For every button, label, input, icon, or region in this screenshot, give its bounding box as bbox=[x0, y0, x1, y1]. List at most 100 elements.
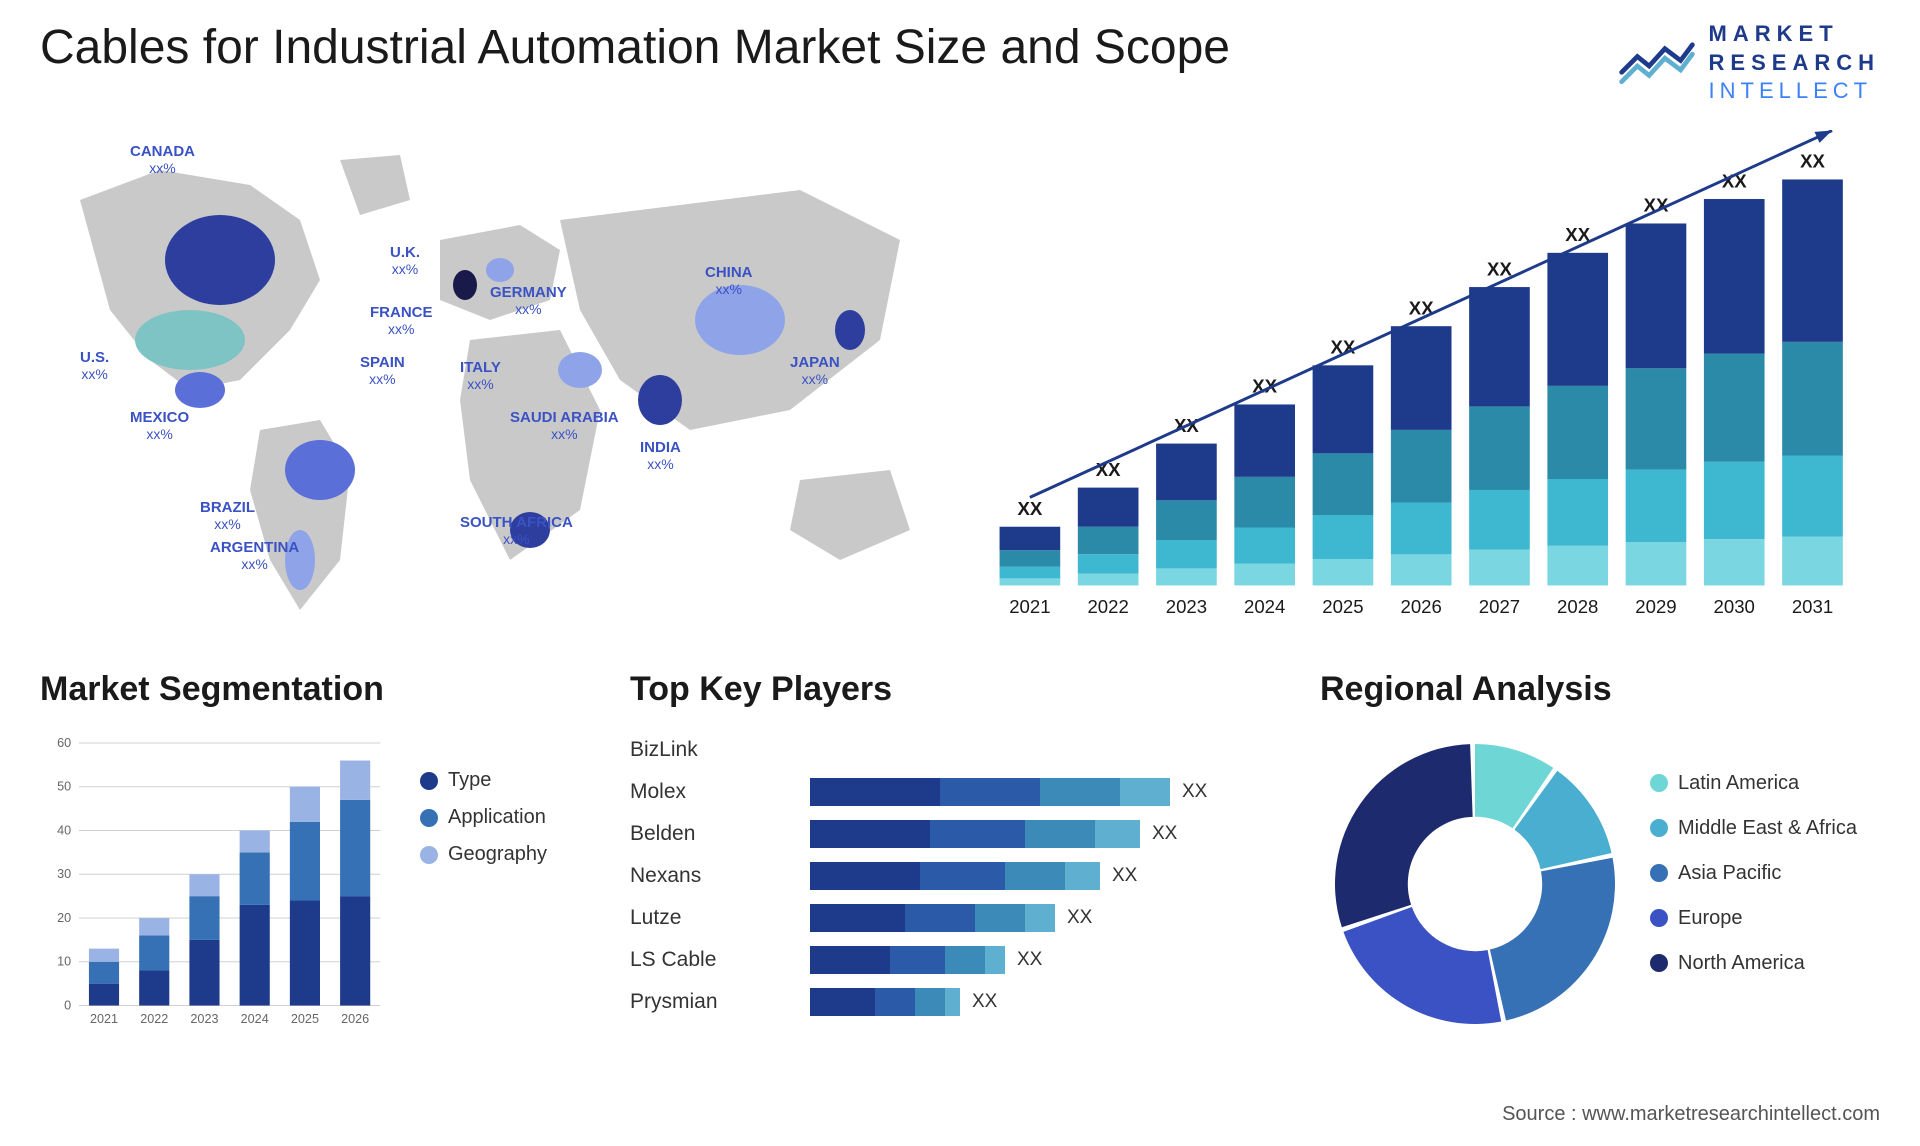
page-title: Cables for Industrial Automation Market … bbox=[40, 20, 1230, 75]
players-title: Top Key Players bbox=[630, 670, 1290, 709]
player-bar-segment bbox=[1025, 820, 1095, 848]
regional-panel: Regional Analysis Latin AmericaMiddle Ea… bbox=[1320, 670, 1880, 1039]
player-bar bbox=[810, 862, 1100, 890]
svg-text:2025: 2025 bbox=[291, 1012, 319, 1026]
player-bar bbox=[810, 820, 1140, 848]
map-label-u-s-: U.S.xx% bbox=[80, 350, 109, 382]
svg-text:2031: 2031 bbox=[1792, 596, 1833, 617]
player-bar-segment bbox=[875, 988, 915, 1016]
map-label-mexico: MEXICOxx% bbox=[130, 410, 189, 442]
svg-text:2024: 2024 bbox=[1244, 596, 1285, 617]
growth-chart-svg: XX2021XX2022XX2023XX2024XX2025XX2026XX20… bbox=[980, 130, 1880, 630]
legend-swatch-icon bbox=[1650, 864, 1668, 882]
regional-legend-item: Asia Pacific bbox=[1650, 862, 1880, 885]
brand-logo: MARKET RESEARCH INTELLECT bbox=[1617, 20, 1880, 106]
svg-text:XX: XX bbox=[1644, 195, 1669, 216]
map-label-italy: ITALYxx% bbox=[460, 360, 501, 392]
svg-text:10: 10 bbox=[57, 955, 71, 969]
legend-label: North America bbox=[1678, 952, 1805, 975]
logo-mark-icon bbox=[1617, 33, 1697, 93]
player-value: XX bbox=[1067, 907, 1092, 929]
player-bar-segment bbox=[810, 820, 930, 848]
logo-text: MARKET RESEARCH INTELLECT bbox=[1709, 20, 1880, 106]
svg-text:60: 60 bbox=[57, 736, 71, 750]
legend-label: Geography bbox=[448, 843, 547, 866]
player-bar-segment bbox=[920, 862, 1005, 890]
player-bar-segment bbox=[810, 988, 875, 1016]
player-bar-segment bbox=[810, 862, 920, 890]
player-bar-segment bbox=[940, 778, 1040, 806]
player-bar-segment bbox=[905, 904, 975, 932]
svg-text:30: 30 bbox=[57, 867, 71, 881]
svg-text:XX: XX bbox=[1800, 151, 1825, 172]
player-bar-segment bbox=[945, 946, 985, 974]
map-label-canada: CANADAxx% bbox=[130, 144, 195, 176]
svg-text:2025: 2025 bbox=[1322, 596, 1363, 617]
player-bar-segment bbox=[1025, 904, 1055, 932]
player-bar-segment bbox=[810, 946, 890, 974]
map-label-japan: JAPANxx% bbox=[790, 355, 840, 387]
player-name: Lutze bbox=[630, 897, 790, 939]
bottom-row: Market Segmentation 01020304050602021202… bbox=[40, 670, 1880, 1039]
player-bar bbox=[810, 988, 960, 1016]
logo-line1: MARKET bbox=[1709, 20, 1880, 49]
segmentation-chart: 0102030405060202120222023202420252026 bbox=[40, 729, 390, 1039]
player-bar-row: XX bbox=[810, 897, 1290, 939]
player-bar bbox=[810, 904, 1055, 932]
svg-text:2024: 2024 bbox=[241, 1012, 269, 1026]
legend-swatch-icon bbox=[420, 809, 438, 827]
svg-text:2021: 2021 bbox=[90, 1012, 118, 1026]
player-bar-segment bbox=[810, 904, 905, 932]
segmentation-legend-item: Geography bbox=[420, 843, 600, 866]
player-bar-segment bbox=[890, 946, 945, 974]
svg-text:2023: 2023 bbox=[190, 1012, 218, 1026]
legend-swatch-icon bbox=[420, 846, 438, 864]
svg-text:XX: XX bbox=[1017, 498, 1042, 519]
svg-text:0: 0 bbox=[64, 998, 71, 1012]
player-bar-row: XX bbox=[810, 771, 1290, 813]
svg-text:2027: 2027 bbox=[1479, 596, 1520, 617]
legend-label: Latin America bbox=[1678, 772, 1799, 795]
player-bar-segment bbox=[985, 946, 1005, 974]
svg-text:2028: 2028 bbox=[1557, 596, 1598, 617]
logo-line2: RESEARCH bbox=[1709, 49, 1880, 78]
svg-text:2029: 2029 bbox=[1635, 596, 1676, 617]
player-bar-segment bbox=[1095, 820, 1140, 848]
player-bar-row: XX bbox=[810, 813, 1290, 855]
svg-text:2022: 2022 bbox=[140, 1012, 168, 1026]
legend-label: Type bbox=[448, 769, 491, 792]
player-value: XX bbox=[1112, 865, 1137, 887]
segmentation-legend-item: Application bbox=[420, 806, 600, 829]
players-bars: XXXXXXXXXXXX bbox=[810, 729, 1290, 1023]
segmentation-legend: Type Application Geography bbox=[420, 729, 600, 1039]
legend-label: Europe bbox=[1678, 907, 1743, 930]
legend-swatch-icon bbox=[1650, 954, 1668, 972]
map-label-saudi-arabia: SAUDI ARABIAxx% bbox=[510, 410, 619, 442]
player-bar-row: XX bbox=[810, 855, 1290, 897]
player-bar bbox=[810, 946, 1005, 974]
player-value: XX bbox=[1152, 823, 1177, 845]
svg-text:2021: 2021 bbox=[1009, 596, 1050, 617]
player-bar-segment bbox=[1005, 862, 1065, 890]
top-row: CANADAxx%U.S.xx%MEXICOxx%BRAZILxx%ARGENT… bbox=[40, 130, 1880, 630]
svg-text:2026: 2026 bbox=[341, 1012, 369, 1026]
player-bar-segment bbox=[1120, 778, 1170, 806]
map-label-germany: GERMANYxx% bbox=[490, 285, 567, 317]
source-attribution: Source : www.marketresearchintellect.com bbox=[1502, 1103, 1880, 1126]
player-value: XX bbox=[1017, 949, 1042, 971]
player-value: XX bbox=[1182, 781, 1207, 803]
player-bar-segment bbox=[930, 820, 1025, 848]
player-name: LS Cable bbox=[630, 939, 790, 981]
player-name: Molex bbox=[630, 771, 790, 813]
player-bar-segment bbox=[945, 988, 960, 1016]
map-label-brazil: BRAZILxx% bbox=[200, 500, 255, 532]
legend-label: Application bbox=[448, 806, 546, 829]
map-label-spain: SPAINxx% bbox=[360, 355, 405, 387]
world-map-panel: CANADAxx%U.S.xx%MEXICOxx%BRAZILxx%ARGENT… bbox=[40, 130, 940, 630]
player-value: XX bbox=[972, 991, 997, 1013]
player-bar bbox=[810, 778, 1170, 806]
growth-chart-panel: XX2021XX2022XX2023XX2024XX2025XX2026XX20… bbox=[980, 130, 1880, 630]
player-bar-segment bbox=[810, 778, 940, 806]
regional-legend-item: Europe bbox=[1650, 907, 1880, 930]
svg-text:40: 40 bbox=[57, 823, 71, 837]
